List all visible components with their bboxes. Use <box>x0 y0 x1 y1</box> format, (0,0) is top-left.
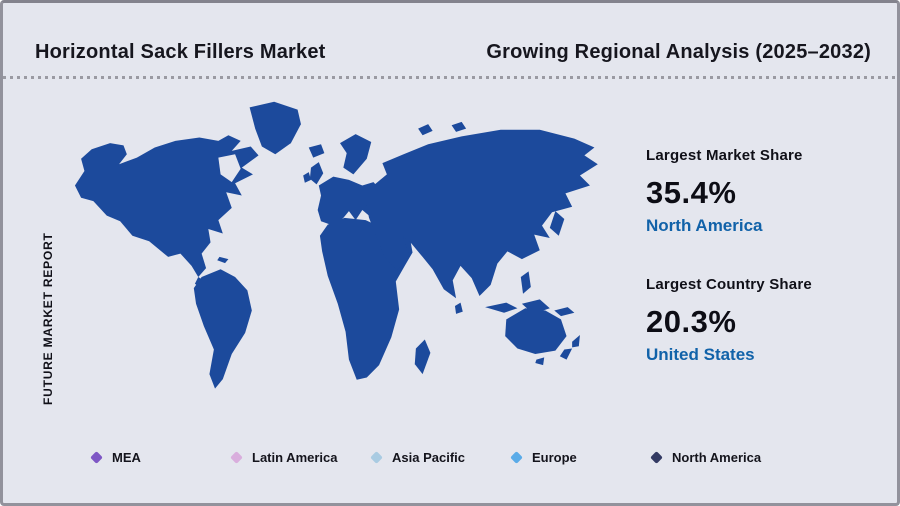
legend-label: Latin America <box>252 450 338 465</box>
stat-label: Largest Country Share <box>646 276 812 293</box>
legend-label: Europe <box>532 450 577 465</box>
continent-australia <box>505 308 567 355</box>
stat-region: North America <box>646 216 763 235</box>
legend-item-latin-america: Latin America <box>230 450 372 465</box>
stat-largest-country-share: Largest Country Share 20.3% United State… <box>646 276 886 365</box>
island-sri-lanka <box>454 302 463 314</box>
island-greenland <box>249 101 301 155</box>
world-map <box>61 87 619 409</box>
hudson-bay <box>218 154 241 183</box>
world-map-svg <box>74 101 598 389</box>
legend-dot-latin-america <box>230 451 243 464</box>
island-madagascar <box>414 339 431 375</box>
region-scandinavia <box>340 134 372 175</box>
legend-label: Asia Pacific <box>392 450 465 465</box>
arctic-islands <box>418 121 467 136</box>
continent-europe <box>317 176 384 226</box>
island-great-britain <box>309 162 324 185</box>
island-cuba <box>217 256 229 264</box>
stat-value: 20.3% <box>646 304 737 339</box>
analysis-period-title: Growing Regional Analysis (2025–2032) <box>486 41 871 63</box>
islands-new-zealand <box>559 335 580 360</box>
stat-value: 35.4% <box>646 175 737 210</box>
stat-region: United States <box>646 345 755 364</box>
world-landmass <box>74 101 598 389</box>
legend-item-europe: Europe <box>510 450 652 465</box>
legend-dot-europe <box>510 451 523 464</box>
island-japan <box>549 211 565 236</box>
legend-item-mea: MEA <box>90 450 232 465</box>
continent-asia <box>365 129 598 299</box>
stat-largest-market-share: Largest Market Share 35.4% North America <box>646 147 886 236</box>
continent-south-america <box>193 269 252 389</box>
islands-indonesia <box>485 299 575 317</box>
dashed-divider <box>3 76 897 79</box>
legend-item-north-america: North America <box>650 450 792 465</box>
legend-item-asia-pacific: Asia Pacific <box>370 450 512 465</box>
island-tasmania <box>535 357 545 366</box>
stat-label: Largest Market Share <box>646 147 803 164</box>
header: Horizontal Sack Fillers Market Growing R… <box>35 41 871 64</box>
legend-label: MEA <box>112 450 141 465</box>
legend: MEA Latin America Asia Pacific Europe No… <box>90 450 792 465</box>
legend-dot-asia-pacific <box>370 451 383 464</box>
island-ireland <box>303 172 311 183</box>
continent-north-america <box>74 135 259 278</box>
legend-label: North America <box>672 450 762 465</box>
market-title: Horizontal Sack Fillers Market <box>35 41 326 63</box>
island-philippines <box>520 271 531 294</box>
legend-dot-mea <box>90 451 103 464</box>
legend-dot-north-america <box>650 451 663 464</box>
stats-panel: Largest Market Share 35.4% North America… <box>646 147 886 365</box>
island-iceland <box>308 144 325 158</box>
brand-vertical-label: FUTURE MARKET REPORT <box>41 232 55 406</box>
